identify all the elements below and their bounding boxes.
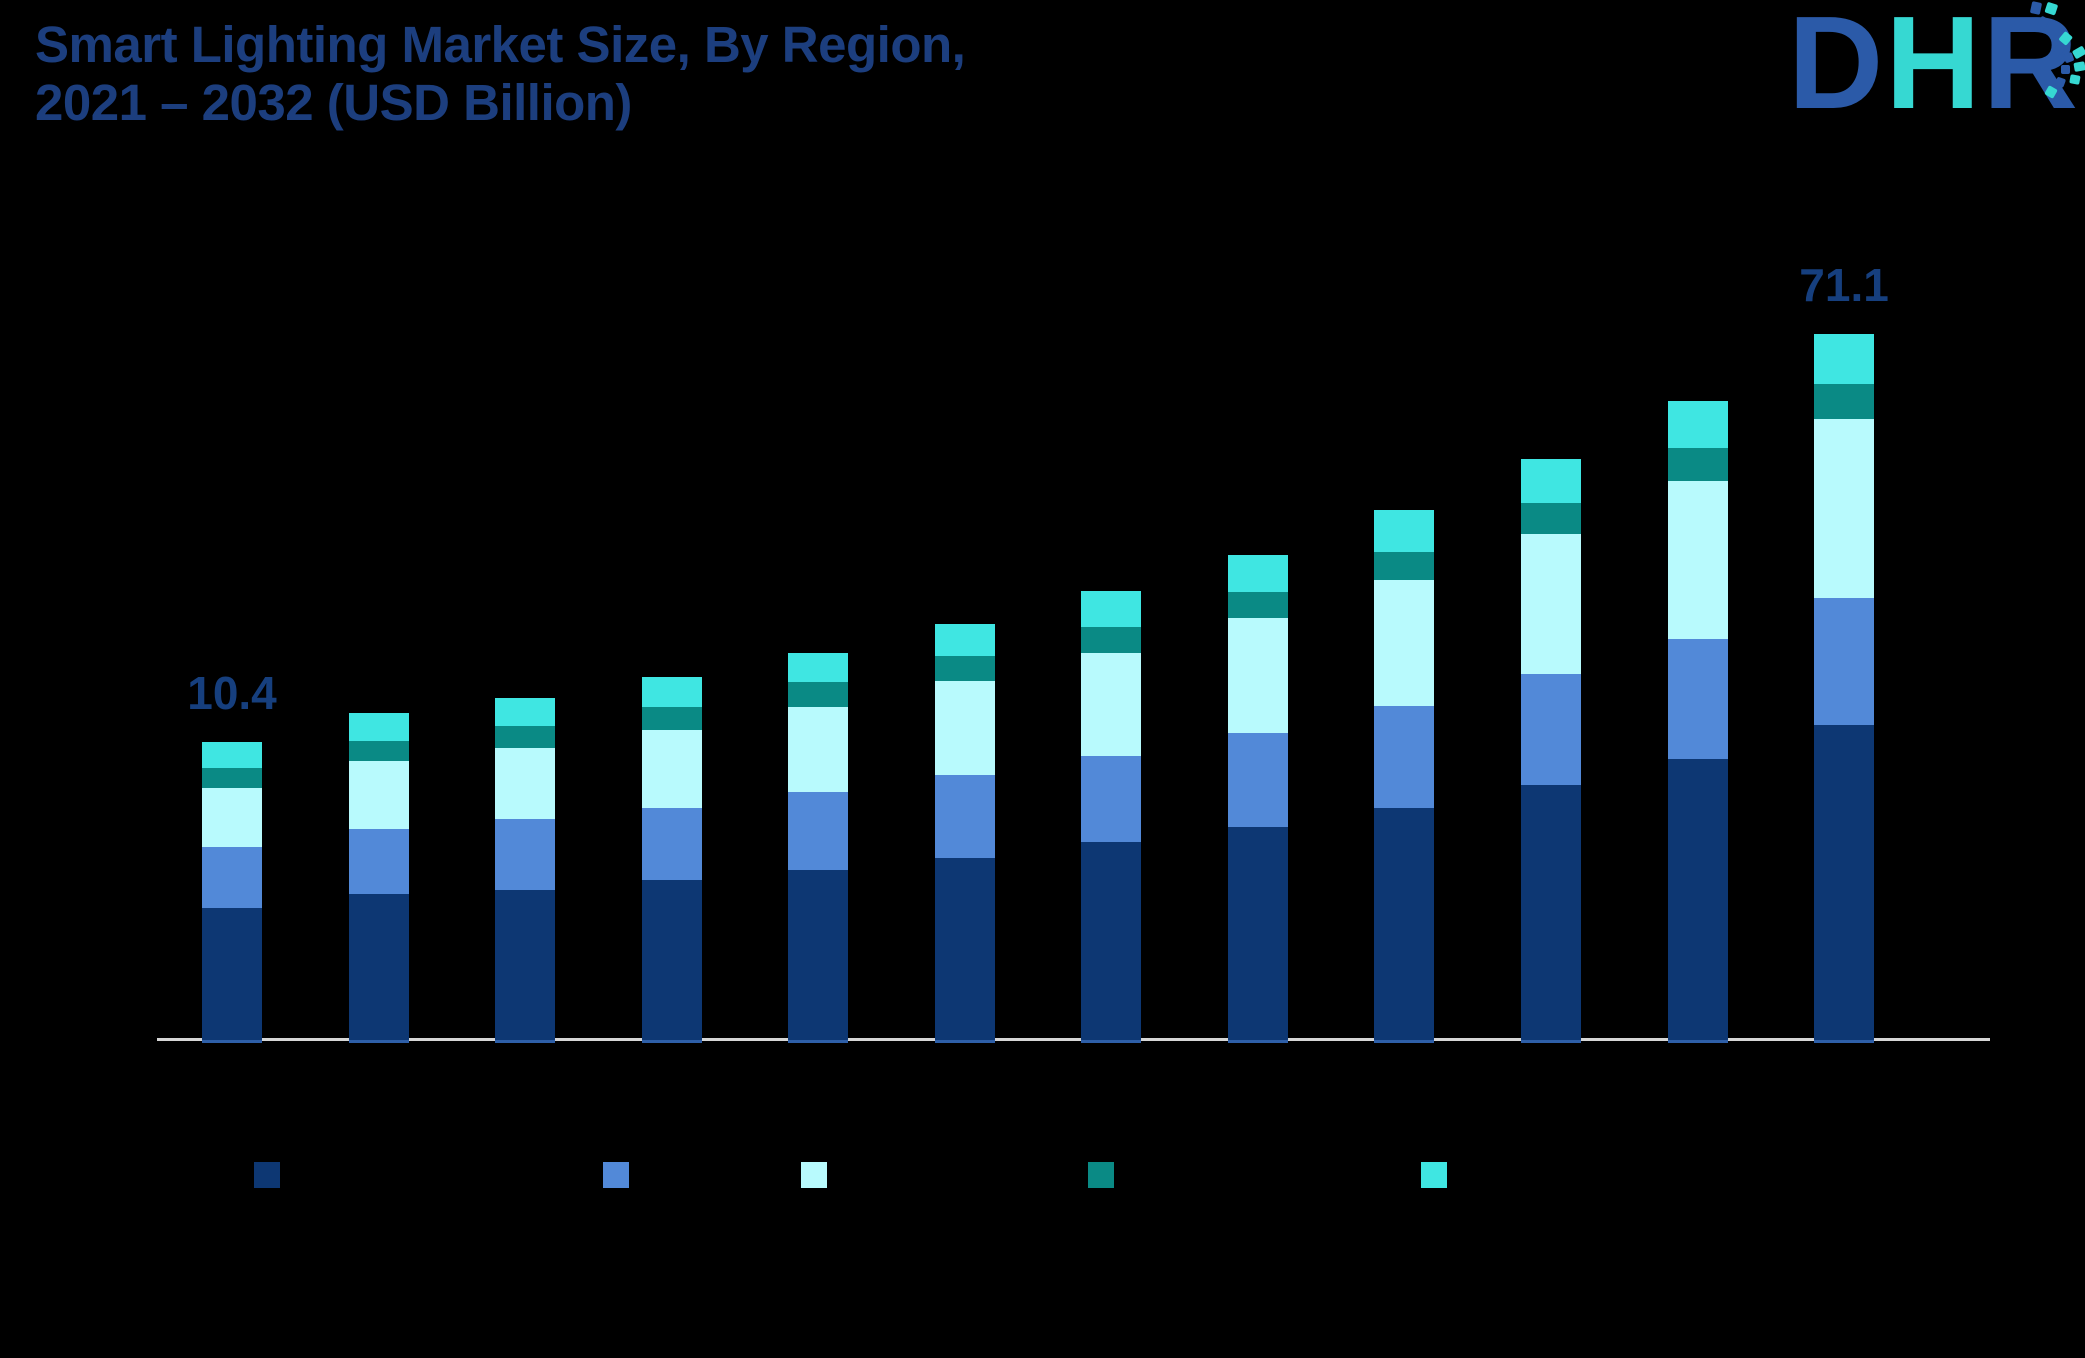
- stack-3-pale-cyan-2025: [788, 707, 849, 792]
- bar-2030: [1520, 459, 1581, 1043]
- stack-5-turquoise-2031: [1667, 401, 1728, 448]
- stack-3-pale-cyan-2032: [1814, 419, 1875, 598]
- bar-2026: [934, 624, 995, 1043]
- stack-2-cornflower-blue-2025: [788, 792, 849, 870]
- value-label-2032: 71.1: [1799, 259, 1889, 311]
- stack-5-turquoise-2022: [348, 713, 409, 741]
- stack-3-pale-cyan-2024: [641, 730, 702, 808]
- stack-2-cornflower-blue-2022: [348, 829, 409, 894]
- stack-5-turquoise-2027: [1081, 591, 1142, 627]
- stack-2-cornflower-blue-2032: [1814, 598, 1875, 725]
- chart-title: Smart Lighting Market Size, By Region, 2…: [35, 16, 966, 132]
- legend-swatch-4: [1088, 1162, 1114, 1188]
- stack-2-cornflower-blue-2026: [934, 775, 995, 858]
- stack-5-turquoise-2026: [934, 624, 995, 656]
- stack-1-dark-navy-2027: [1081, 842, 1142, 1040]
- bar-2027: [1081, 591, 1142, 1043]
- legend-swatch-5: [1421, 1162, 1447, 1188]
- legend-item-1: [254, 1162, 294, 1188]
- stack-4-teal-2030: [1520, 503, 1581, 534]
- dhr-logo: DHR: [1788, 0, 2080, 129]
- stack-1-dark-navy-2028: [1227, 827, 1288, 1040]
- stack-4-teal-2029: [1374, 552, 1435, 580]
- logo-letter-d: D: [1788, 0, 1886, 136]
- stack-4-teal-2028: [1227, 592, 1288, 618]
- legend-item-5: [1421, 1162, 1461, 1188]
- bar-2031: [1667, 401, 1728, 1043]
- value-label-2021: 10.4: [187, 667, 277, 719]
- stack-4-teal-2022: [348, 741, 409, 761]
- stack-4-teal-2025: [788, 682, 849, 707]
- stack-5-turquoise-2028: [1227, 555, 1288, 592]
- bar-2023: [495, 698, 556, 1043]
- stack-1-dark-navy-2022: [348, 894, 409, 1040]
- stack-4-teal-2026: [934, 656, 995, 681]
- chart-title-line1: Smart Lighting Market Size, By Region,: [35, 16, 966, 73]
- stack-1-dark-navy-2030: [1520, 785, 1581, 1040]
- stack-3-pale-cyan-2021: [202, 788, 262, 847]
- bar-2029: [1374, 510, 1435, 1043]
- stack-2-cornflower-blue-2021: [202, 847, 262, 908]
- stack-4-teal-2032: [1814, 384, 1875, 419]
- stack-2-cornflower-blue-2027: [1081, 756, 1142, 842]
- legend-swatch-1: [254, 1162, 280, 1188]
- stack-1-dark-navy-2032: [1814, 725, 1875, 1040]
- stack-3-pale-cyan-2030: [1520, 534, 1581, 674]
- stack-1-dark-navy-2023: [495, 890, 556, 1040]
- stack-5-turquoise-2029: [1374, 510, 1435, 552]
- stack-1-dark-navy-2026: [934, 858, 995, 1040]
- stack-3-pale-cyan-2031: [1667, 481, 1728, 639]
- legend-swatch-2: [603, 1162, 629, 1188]
- stack-5-turquoise-2021: [202, 742, 262, 768]
- bar-2032: [1814, 334, 1875, 1043]
- logo-letter-r: R: [1982, 0, 2080, 136]
- stack-1-dark-navy-2031: [1667, 759, 1728, 1040]
- stack-1-dark-navy-2024: [641, 880, 702, 1040]
- stack-4-teal-2023: [495, 726, 556, 748]
- stack-3-pale-cyan-2026: [934, 681, 995, 775]
- bar-2024: [641, 677, 702, 1043]
- stack-1-dark-navy-2021: [202, 908, 262, 1040]
- stack-2-cornflower-blue-2029: [1374, 706, 1435, 808]
- stack-3-pale-cyan-2023: [495, 748, 556, 819]
- legend-item-2: [603, 1162, 643, 1188]
- legend-item-3: [801, 1162, 841, 1188]
- logo-letter-h: H: [1885, 0, 1983, 136]
- stack-5-turquoise-2023: [495, 698, 556, 726]
- stack-4-teal-2021: [202, 768, 262, 788]
- x-axis-line: [157, 1038, 1990, 1041]
- stack-1-dark-navy-2029: [1374, 808, 1435, 1040]
- stack-2-cornflower-blue-2024: [641, 808, 702, 880]
- stack-5-turquoise-2025: [788, 653, 849, 682]
- logo-rays-icon: [2030, 1, 2085, 99]
- stack-4-teal-2024: [641, 707, 702, 730]
- stack-2-cornflower-blue-2023: [495, 819, 556, 890]
- bar-2025: [788, 653, 849, 1043]
- chart-title-line2: 2021 – 2032 (USD Billion): [35, 74, 632, 131]
- bar-2022: [348, 713, 409, 1043]
- stack-4-teal-2027: [1081, 627, 1142, 653]
- stack-3-pale-cyan-2028: [1227, 618, 1288, 733]
- stack-3-pale-cyan-2022: [348, 761, 409, 829]
- stack-1-dark-navy-2025: [788, 870, 849, 1040]
- stack-5-turquoise-2024: [641, 677, 702, 707]
- stack-3-pale-cyan-2027: [1081, 653, 1142, 756]
- stack-5-turquoise-2032: [1814, 334, 1875, 384]
- legend-item-4: [1088, 1162, 1128, 1188]
- bar-2021: [202, 742, 262, 1043]
- stack-2-cornflower-blue-2028: [1227, 733, 1288, 827]
- bar-2028: [1227, 555, 1288, 1043]
- stack-5-turquoise-2030: [1520, 459, 1581, 503]
- stack-2-cornflower-blue-2030: [1520, 674, 1581, 785]
- stack-3-pale-cyan-2029: [1374, 580, 1435, 706]
- stack-4-teal-2031: [1667, 448, 1728, 481]
- stack-2-cornflower-blue-2031: [1667, 639, 1728, 759]
- legend-swatch-3: [801, 1162, 827, 1188]
